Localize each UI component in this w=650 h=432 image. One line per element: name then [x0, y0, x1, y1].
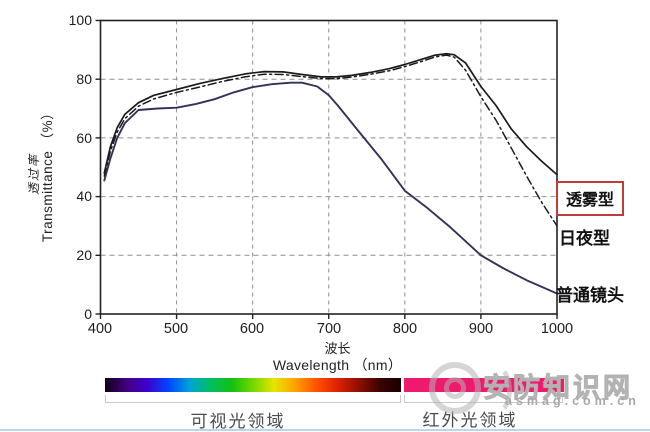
- bottom-border-line: [0, 429, 650, 431]
- y-tick-20: 20: [76, 247, 92, 263]
- x-tick-500: 500: [163, 321, 189, 337]
- x-tick-700: 700: [316, 321, 342, 337]
- x-axis-title: 波长 Wavelength （nm）: [255, 341, 420, 375]
- y-tick-60: 60: [76, 130, 92, 146]
- watermark-arc-icon: [478, 364, 512, 416]
- legend-fog-type-box: 透雾型: [556, 181, 625, 216]
- x-tick-1000: 1000: [540, 321, 574, 337]
- watermark-site-url: asmag.com.cn: [505, 394, 640, 408]
- y-axis-title: 透过率 Transmittance （%）: [27, 58, 64, 290]
- watermark-lens-logo-inner-ring: [444, 377, 466, 399]
- x-tick-600: 600: [239, 321, 265, 337]
- plot-border: [99, 19, 558, 315]
- x-tick-900: 900: [468, 321, 494, 337]
- x-axis-title-en: Wavelength （nm）: [272, 357, 403, 374]
- visible-region-label: 可视光领域: [190, 412, 286, 431]
- legend-daynight-type: 日夜型: [559, 229, 610, 248]
- curve-series-1: [103, 54, 558, 227]
- curve-series-2: [103, 81, 558, 295]
- x-tick-400: 400: [87, 321, 113, 337]
- y-tick-100: 100: [68, 12, 92, 28]
- x-tick-800: 800: [392, 321, 418, 337]
- visible-range-bracket: [105, 395, 401, 403]
- watermark-site-name: 安防知识网: [483, 373, 633, 404]
- watermark-lens-logo-icon: [429, 362, 481, 414]
- visible-spectrum-bar: [105, 378, 401, 392]
- infrared-region-label: 红外光领域: [422, 411, 518, 430]
- curve-series-0: [103, 52, 558, 176]
- x-axis-title-cn: 波长: [324, 341, 351, 356]
- y-tick-40: 40: [76, 188, 92, 204]
- y-axis-title-en: Transmittance （%）: [40, 105, 56, 243]
- y-tick-0: 0: [84, 306, 92, 322]
- y-tick-80: 80: [76, 71, 92, 87]
- legend-ordinary-lens: 普通镜头: [556, 286, 624, 305]
